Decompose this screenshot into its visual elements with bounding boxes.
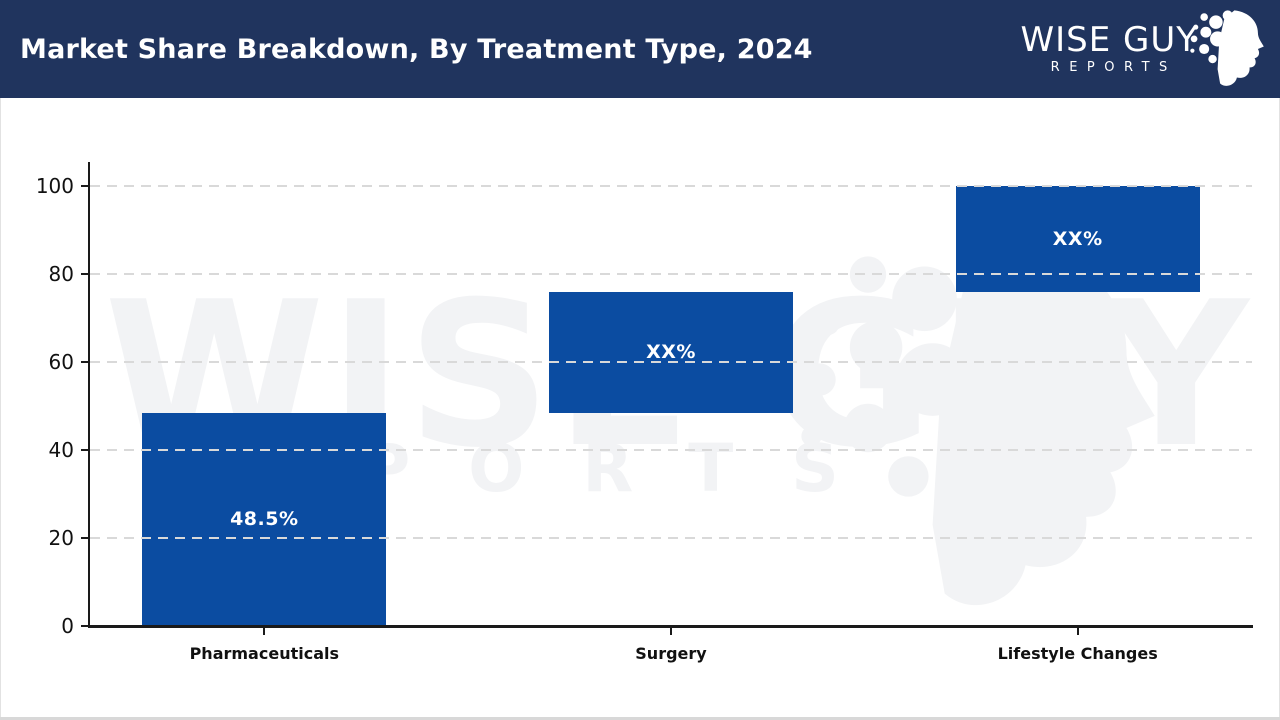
y-axis-label: 0 [61, 614, 74, 638]
x-axis-tick [1076, 628, 1079, 635]
bar-pharmaceuticals: 48.5% [142, 412, 387, 626]
y-axis-tick [81, 537, 88, 539]
bar-lifestyle-changes: XX% [955, 186, 1200, 292]
y-axis-tick [81, 625, 88, 627]
x-axis-tick [670, 628, 672, 635]
gridline-60 [90, 361, 1252, 363]
header-bar: Market Share Breakdown, By Treatment Typ… [0, 0, 1280, 98]
y-axis-label: 20 [48, 526, 74, 550]
y-axis-tick [81, 449, 88, 451]
y-axis-tick [81, 361, 88, 363]
x-axis-label-surgery: Surgery [635, 644, 707, 663]
gridline-100 [90, 185, 1252, 187]
y-axis-label: 80 [48, 262, 74, 286]
brand-name: WISE GUY [1020, 20, 1198, 60]
x-axis-label-lifestyle-changes: Lifestyle Changes [997, 644, 1158, 663]
y-axis-line [88, 162, 90, 628]
bar-value-label-pharmaceuticals: 48.5% [230, 508, 299, 531]
brand-head-icon [1190, 10, 1264, 86]
brand-subtitle: REPORTS [1050, 60, 1177, 75]
y-axis-tick [81, 185, 88, 187]
bar-value-label-lifestyle-changes: XX% [1052, 227, 1103, 250]
gridline-80 [90, 273, 1252, 275]
brand-logo: WISE GUY REPORTS [1020, 4, 1268, 94]
chart-canvas: WISE GUY REPORTS 0 20 40 60 80 100 48.5% Pharma… [0, 98, 1280, 720]
brand-text: WISE GUY REPORTS [1020, 23, 1198, 75]
gridline-40 [90, 449, 1252, 451]
x-axis-tick [263, 628, 266, 635]
bar-surgery: XX% [549, 291, 793, 413]
y-axis-tick [81, 273, 88, 275]
bar-value-label-surgery: XX% [646, 341, 696, 364]
y-axis-label: 100 [35, 174, 74, 198]
x-axis-line [88, 625, 1253, 628]
gridline-20 [90, 537, 1252, 539]
plot-area: 0 20 40 60 80 100 48.5% Pharmaceuticals XX% Surge… [36, 150, 1253, 663]
chart-title: Market Share Breakdown, By Treatment Typ… [20, 33, 813, 65]
x-axis-label-pharmaceuticals: Pharmaceuticals [189, 644, 339, 663]
page-border-bottom [0, 717, 1280, 720]
y-axis-label: 40 [48, 438, 74, 462]
page-border-left [0, 98, 1, 720]
y-axis-label: 60 [48, 350, 74, 374]
